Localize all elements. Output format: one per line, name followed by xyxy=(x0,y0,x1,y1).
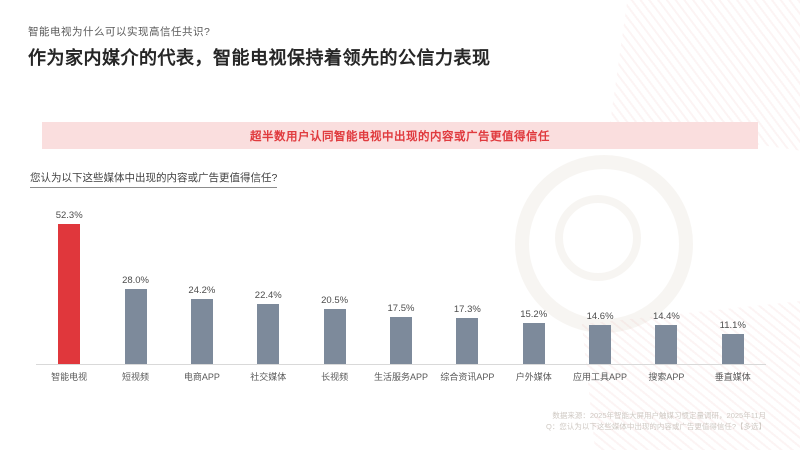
highlight-banner: 超半数用户认同智能电视中出现的内容或广告更值得信任 xyxy=(42,122,758,149)
bar-chart: 52.3% 28.0% 24.2% 22.4% 20.5% 17.5% 17.3% 15.2%… xyxy=(36,196,766,383)
bar-社交媒体 xyxy=(257,304,280,364)
bar-column-8: 14.6% xyxy=(567,311,633,364)
bar-value-label: 17.3% xyxy=(453,304,481,315)
category-label: 垂直媒体 xyxy=(714,372,751,382)
category-label: 智能电视 xyxy=(51,372,88,382)
source-note-line2: Q：您认为以下这些媒体中出现的内容或广告更值得信任?【多选】 xyxy=(545,421,766,431)
category-label: 社交媒体 xyxy=(250,372,287,382)
bar-value-label: 15.2% xyxy=(520,309,548,320)
bar-column-2: 24.2% xyxy=(169,285,235,364)
bar-column-10: 11.1% xyxy=(700,320,766,364)
highlight-banner-text: 超半数用户认同智能电视中出现的内容或广告更值得信任 xyxy=(250,130,550,143)
bar-应用工具APP xyxy=(589,325,612,364)
bar-value-label: 52.3% xyxy=(55,210,83,221)
bar-column-6: 17.3% xyxy=(434,304,500,364)
bar-value-label: 20.5% xyxy=(321,295,349,306)
category-label: 户外媒体 xyxy=(515,372,552,382)
bar-value-label: 14.4% xyxy=(652,311,680,322)
bar-column-1: 28.0% xyxy=(102,275,168,364)
bar-value-label: 24.2% xyxy=(188,285,216,296)
source-note: 数据来源：2025年智能大屏用户触媒习惯定量调研，2025年11月 Q：您认为以… xyxy=(546,410,766,433)
category-label: 生活服务APP xyxy=(373,372,428,382)
category-label: 应用工具APP xyxy=(573,372,628,382)
bar-短视频 xyxy=(124,289,147,364)
bar-column-3: 22.4% xyxy=(235,290,301,364)
bar-column-7: 15.2% xyxy=(501,309,567,364)
bar-value-label: 14.6% xyxy=(586,311,614,322)
bar-value-label: 17.5% xyxy=(387,303,415,314)
source-note-line1: 数据来源：2025年智能大屏用户触媒习惯定量调研，2025年11月 xyxy=(552,410,766,420)
bar-长视频 xyxy=(323,309,346,364)
bar-垂直媒体 xyxy=(721,334,744,364)
category-label: 短视频 xyxy=(122,372,150,382)
bar-column-0: 52.3% xyxy=(36,210,102,364)
category-label: 长视频 xyxy=(321,372,349,382)
bar-生活服务APP xyxy=(389,317,412,364)
bar-综合资讯APP xyxy=(456,318,479,364)
category-label: 综合资讯APP xyxy=(440,372,495,382)
category-label: 电商APP xyxy=(183,372,220,382)
bar-column-5: 17.5% xyxy=(368,303,434,364)
bar-电商APP xyxy=(190,299,213,364)
chart-category-axis: 智能电视 短视频 电商APP 社交媒体 长视频 生活服务APP 综合资讯APP 户外媒体 应用工… xyxy=(36,370,766,383)
slide-eyebrow: 智能电视为什么可以实现高信任共识? xyxy=(28,26,211,38)
bar-column-4: 20.5% xyxy=(301,295,367,364)
slide-title: 作为家内媒介的代表，智能电视保持着领先的公信力表现 xyxy=(28,48,491,68)
bar-智能电视 xyxy=(58,224,81,364)
bar-value-label: 11.1% xyxy=(719,320,746,331)
bar-户外媒体 xyxy=(522,323,545,364)
bar-搜索APP xyxy=(655,325,678,364)
bar-value-label: 28.0% xyxy=(122,275,149,286)
chart-plot-area: 52.3% 28.0% 24.2% 22.4% 20.5% 17.5% 17.3% 15.2%… xyxy=(36,196,766,365)
category-label: 搜索APP xyxy=(648,372,685,382)
chart-question: 您认为以下这些媒体中出现的内容或广告更值得信任? xyxy=(30,170,278,188)
bar-column-9: 14.4% xyxy=(633,311,699,364)
bar-value-label: 22.4% xyxy=(254,290,282,301)
